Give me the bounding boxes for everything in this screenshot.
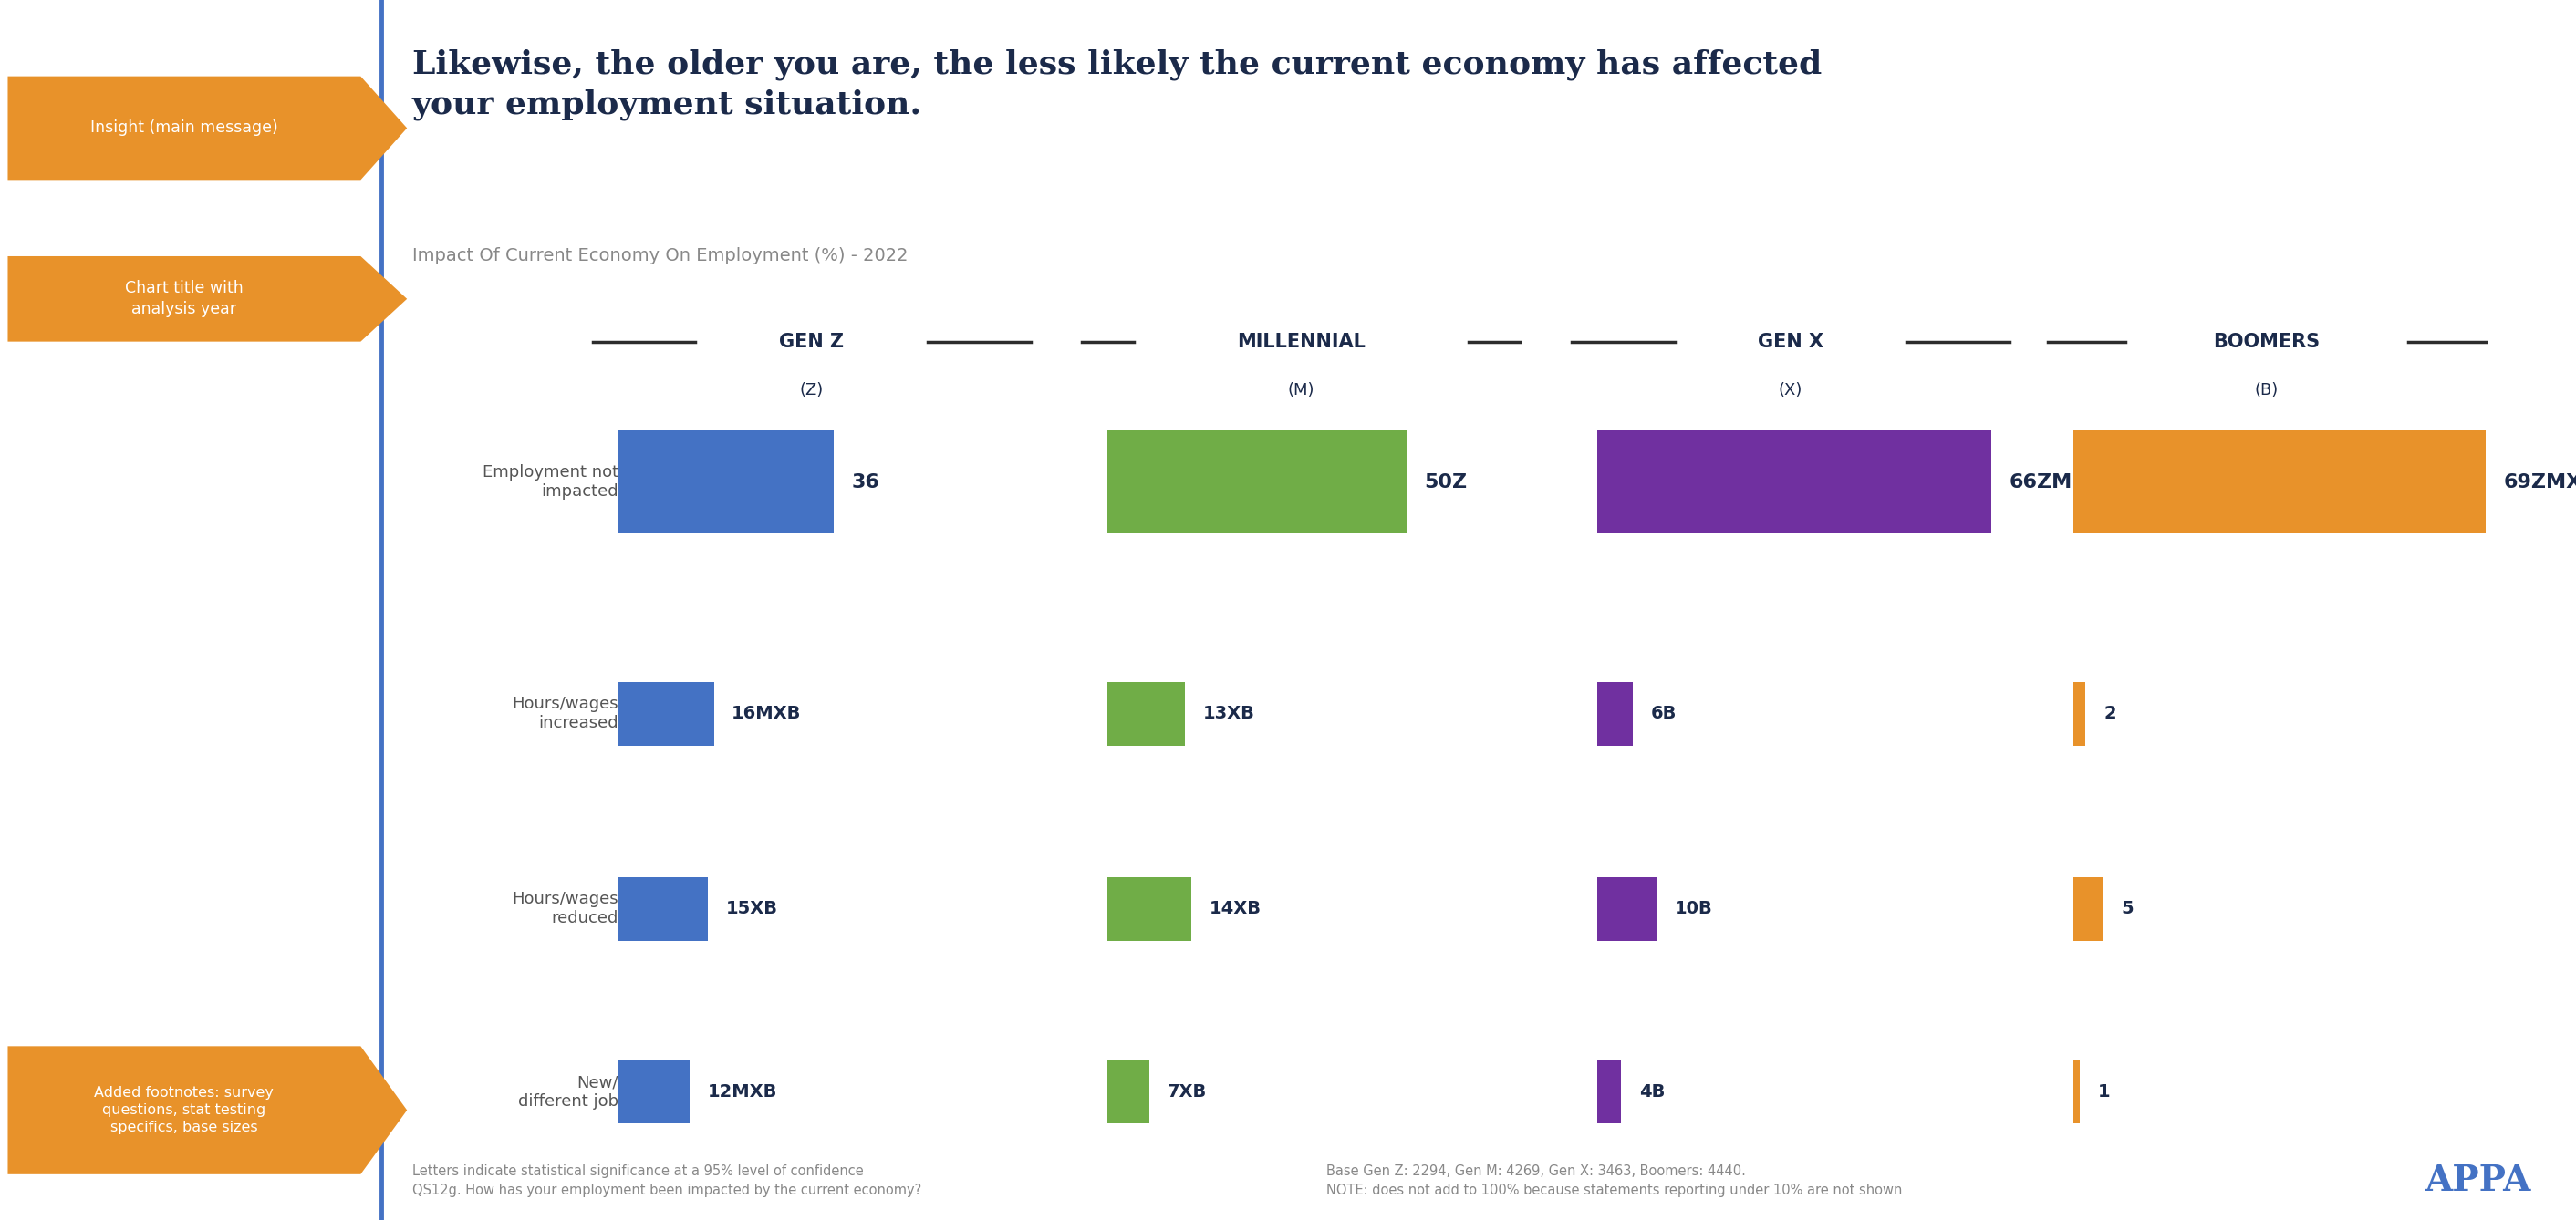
Bar [2074,1060,2079,1124]
Bar [1597,1060,1620,1124]
Text: 1: 1 [2097,1083,2110,1100]
Text: Chart title with
analysis year: Chart title with analysis year [126,281,242,317]
Text: 7XB: 7XB [1167,1083,1208,1100]
Text: 50Z: 50Z [1425,473,1468,490]
Text: (Z): (Z) [799,382,824,399]
Bar [618,682,714,745]
Text: New/
different job: New/ different job [518,1075,618,1109]
Bar [1597,431,1991,534]
Bar [1597,877,1656,941]
Text: APPA: APPA [2424,1164,2532,1198]
Bar [1108,1060,1149,1124]
Text: GEN Z: GEN Z [778,333,845,350]
Bar [1108,877,1190,941]
Text: Hours/wages
increased: Hours/wages increased [513,697,618,731]
Text: (X): (X) [1777,382,1803,399]
Bar [1108,682,1185,745]
Text: Base Gen Z: 2294, Gen M: 4269, Gen X: 3463, Boomers: 4440.
NOTE: does not add to: Base Gen Z: 2294, Gen M: 4269, Gen X: 34… [1327,1165,1904,1197]
Text: 5: 5 [2123,900,2133,917]
Bar [2074,877,2105,941]
Text: 36: 36 [850,473,878,490]
Text: 12MXB: 12MXB [708,1083,778,1100]
Text: Hours/wages
reduced: Hours/wages reduced [513,892,618,926]
Text: 16MXB: 16MXB [732,705,801,722]
Text: 10B: 10B [1674,900,1713,917]
Text: Added footnotes: survey
questions, stat testing
specifics, base sizes: Added footnotes: survey questions, stat … [95,1086,273,1135]
Bar [618,431,832,534]
Text: 15XB: 15XB [726,900,778,917]
Bar [618,877,708,941]
Text: GEN X: GEN X [1757,333,1824,350]
Polygon shape [8,256,407,342]
Text: BOOMERS: BOOMERS [2213,333,2321,350]
Text: Impact Of Current Economy On Employment (%) - 2022: Impact Of Current Economy On Employment … [412,248,907,265]
Bar [2074,431,2486,534]
Bar [2074,682,2087,745]
Text: Employment not
impacted: Employment not impacted [482,465,618,499]
Text: MILLENNIAL: MILLENNIAL [1236,333,1365,350]
Text: 66ZM: 66ZM [2009,473,2074,490]
Text: (M): (M) [1288,382,1314,399]
Text: (B): (B) [2254,382,2280,399]
Bar [1597,682,1633,745]
Text: Insight (main message): Insight (main message) [90,120,278,137]
Text: 14XB: 14XB [1208,900,1262,917]
Text: 4B: 4B [1638,1083,1664,1100]
Text: 6B: 6B [1651,705,1677,722]
Text: 2: 2 [2105,705,2115,722]
Bar [1108,431,1406,534]
Bar [618,1060,690,1124]
Text: 69ZMX: 69ZMX [2504,473,2576,490]
Polygon shape [8,76,407,179]
Polygon shape [8,1047,407,1174]
Text: 13XB: 13XB [1203,705,1255,722]
Text: Letters indicate statistical significance at a 95% level of confidence
QS12g. Ho: Letters indicate statistical significanc… [412,1165,922,1197]
Text: Likewise, the older you are, the less likely the current economy has affected
yo: Likewise, the older you are, the less li… [412,49,1821,121]
